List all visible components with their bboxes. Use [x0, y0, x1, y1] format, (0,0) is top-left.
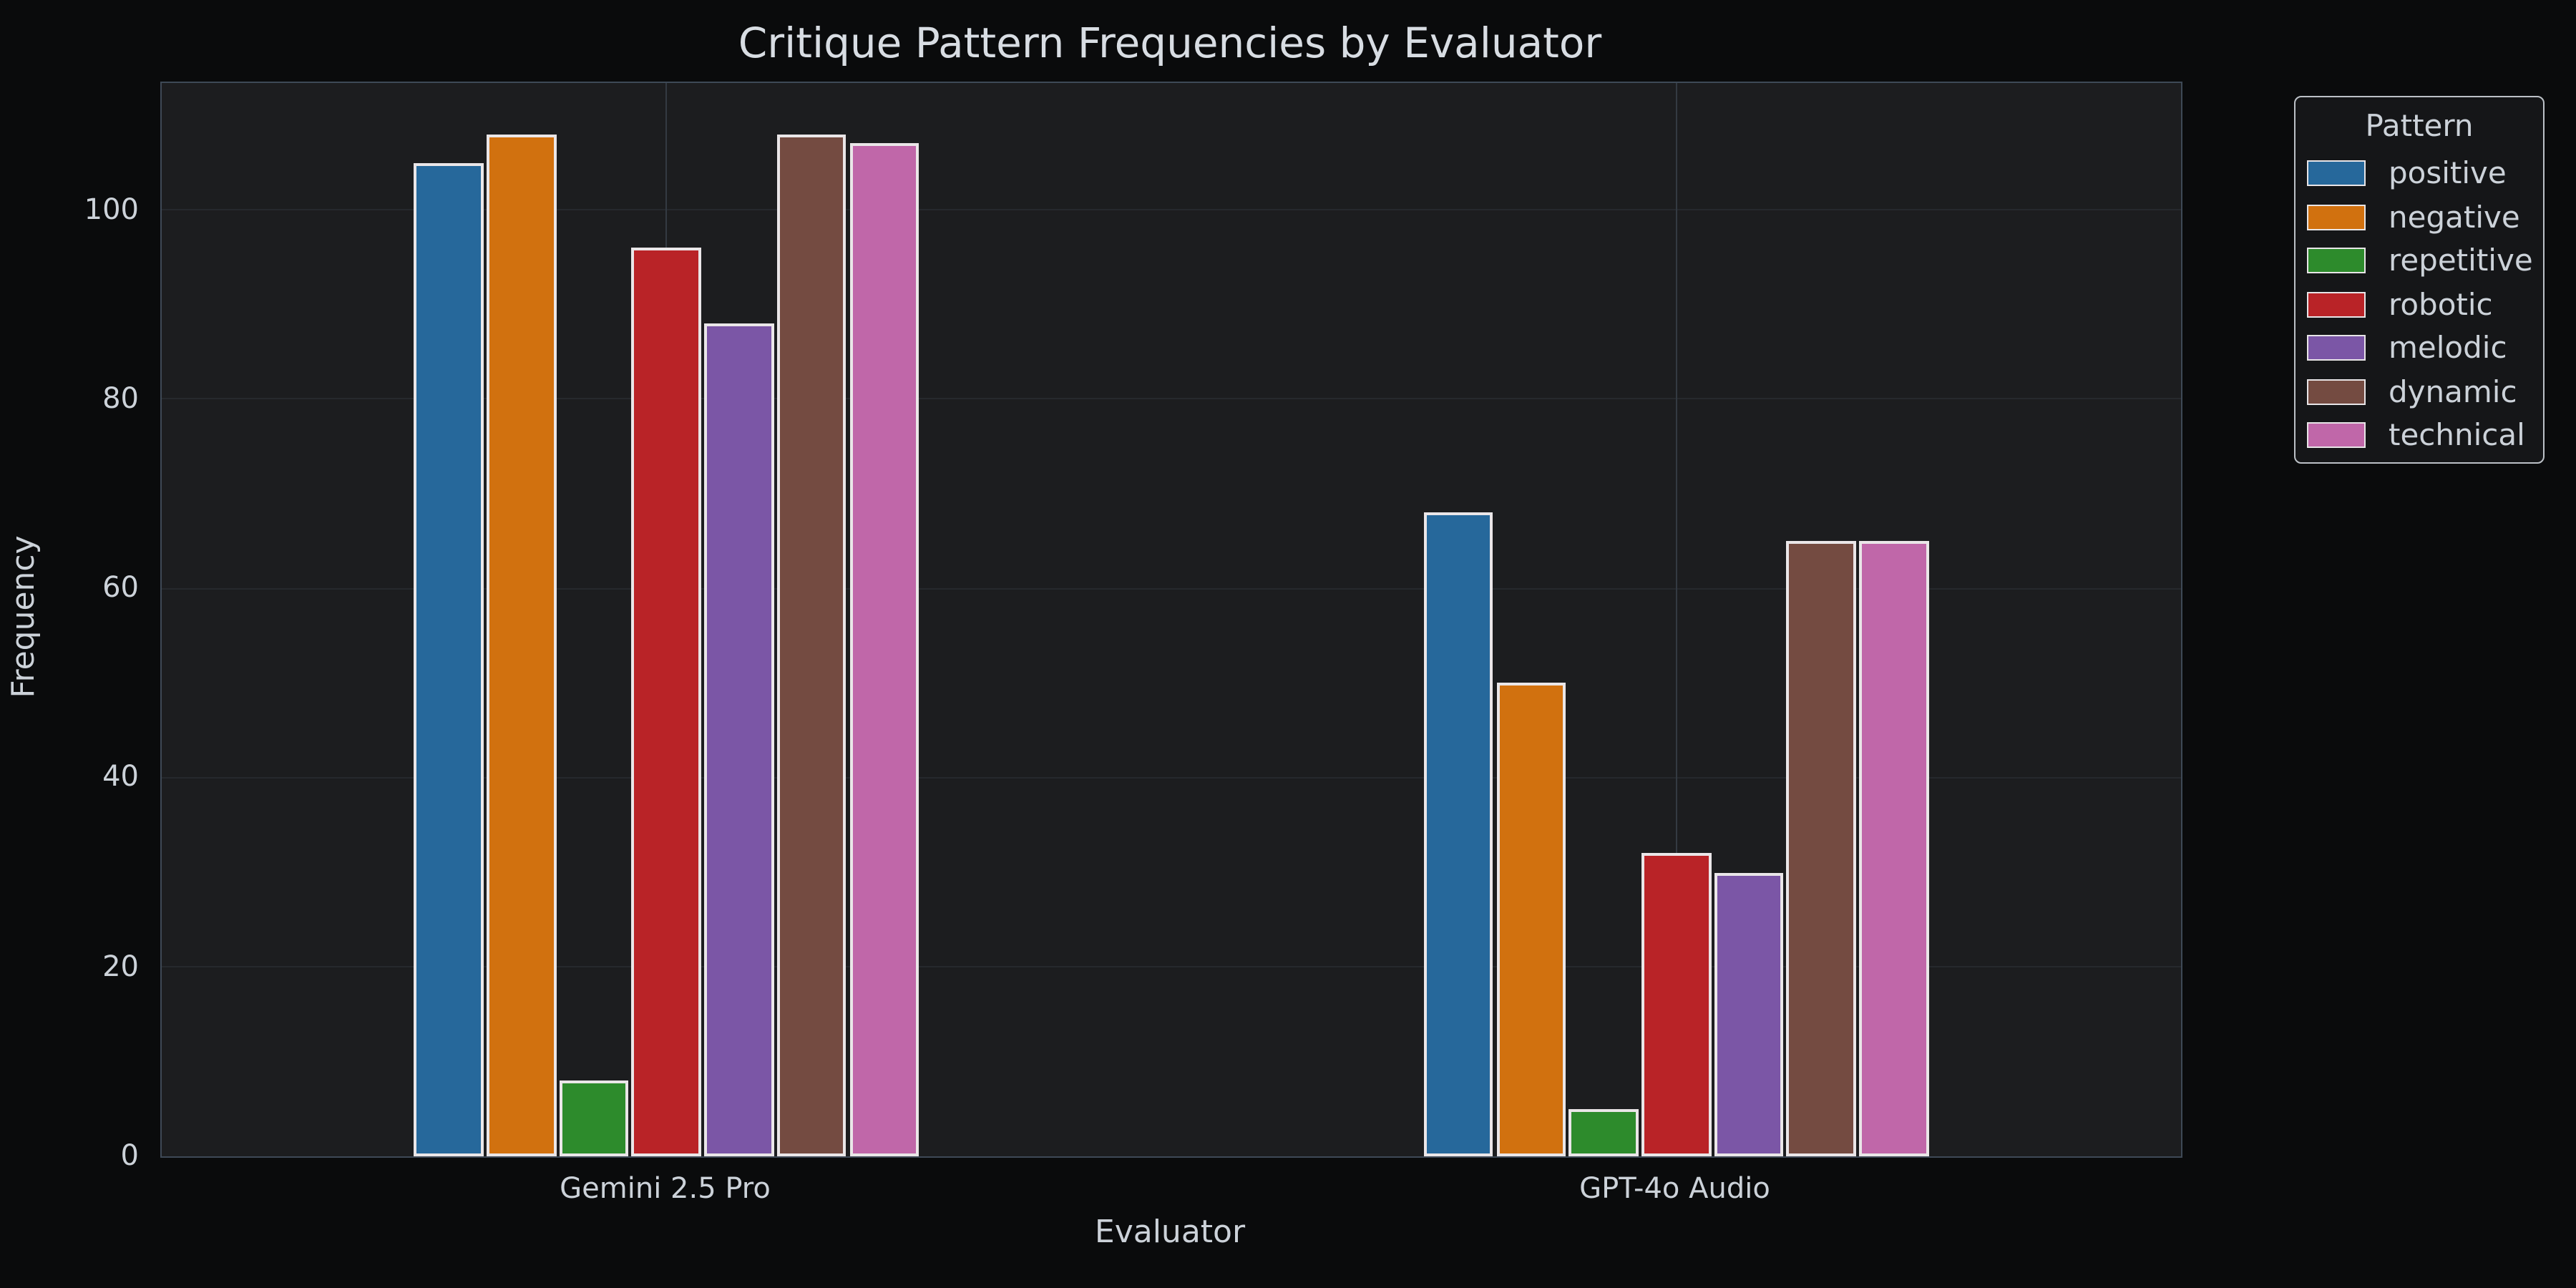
- y-tick-label: 0: [120, 1138, 139, 1172]
- bar-group-gemini: [414, 83, 919, 1156]
- legend-label: technical: [2389, 418, 2525, 453]
- bar-robotic: [631, 248, 702, 1156]
- legend-swatch: [2307, 422, 2366, 449]
- legend-item-negative: negative: [2296, 195, 2543, 239]
- x-tick-label: Gemini 2.5 Pro: [560, 1171, 771, 1205]
- y-gridline: [162, 398, 2181, 400]
- bar-negative: [1496, 683, 1566, 1156]
- legend-rows: positive negative repetitive robotic melodic…: [2296, 152, 2543, 457]
- legend-item-repetitive: repetitive: [2296, 239, 2543, 283]
- x-tick-label: GPT-4o Audio: [1579, 1171, 1770, 1205]
- legend-swatch: [2307, 379, 2366, 405]
- legend-swatch: [2307, 204, 2366, 230]
- bar-melodic: [704, 323, 774, 1156]
- y-gridline: [162, 966, 2181, 968]
- legend-item-melodic: melodic: [2296, 326, 2543, 370]
- y-tick-label: 100: [84, 191, 139, 226]
- bar-melodic: [1714, 872, 1784, 1156]
- bar-positive: [1423, 512, 1493, 1156]
- bar-technical: [1859, 541, 1929, 1156]
- y-tick-label: 60: [102, 570, 139, 605]
- legend-swatch: [2307, 248, 2366, 274]
- legend: Pattern positive negative repetitive roboti…: [2294, 96, 2545, 464]
- bar-robotic: [1641, 853, 1712, 1156]
- bar-dynamic: [1786, 541, 1856, 1156]
- legend-label: robotic: [2389, 287, 2493, 322]
- y-tick-label: 20: [102, 948, 139, 983]
- bar-dynamic: [776, 134, 847, 1156]
- legend-swatch: [2307, 291, 2366, 318]
- bar-repetitive: [559, 1080, 629, 1156]
- y-axis-label: Frequency: [6, 535, 42, 698]
- legend-label: positive: [2389, 156, 2507, 191]
- x-gridline: [1675, 83, 1677, 1156]
- legend-title: Pattern: [2365, 109, 2474, 143]
- bar-group-gpt4o: [1423, 83, 1929, 1156]
- y-gridline: [162, 209, 2181, 211]
- legend-swatch: [2307, 335, 2366, 361]
- legend-item-robotic: robotic: [2296, 283, 2543, 326]
- legend-label: melodic: [2389, 331, 2507, 366]
- y-gridline: [162, 776, 2181, 779]
- bar-positive: [414, 162, 484, 1156]
- legend-item-dynamic: dynamic: [2296, 370, 2543, 414]
- legend-swatch: [2307, 160, 2366, 187]
- chart-title: Critique Pattern Frequencies by Evaluato…: [738, 19, 1602, 67]
- y-gridline: [162, 587, 2181, 590]
- legend-label: dynamic: [2389, 374, 2517, 409]
- legend-label: negative: [2389, 200, 2520, 235]
- y-tick-label: 80: [102, 380, 139, 415]
- legend-item-positive: positive: [2296, 152, 2543, 195]
- legend-item-technical: technical: [2296, 414, 2543, 457]
- x-axis-label: Evaluator: [1094, 1215, 1246, 1251]
- bar-repetitive: [1568, 1108, 1639, 1156]
- legend-label: repetitive: [2389, 243, 2533, 278]
- plot-area: [160, 82, 2182, 1158]
- y-tick-label: 40: [102, 758, 139, 794]
- bar-negative: [487, 134, 557, 1156]
- bar-technical: [849, 143, 919, 1156]
